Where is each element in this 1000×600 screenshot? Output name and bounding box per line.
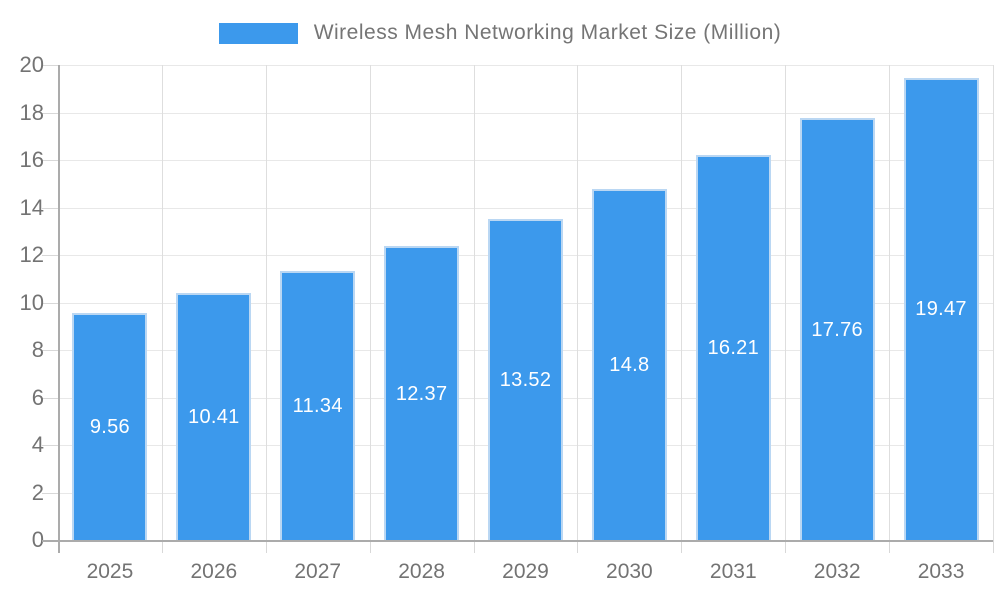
- x-tick-label: 2026: [190, 560, 238, 583]
- y-tick-label: 2: [31, 479, 44, 505]
- x-tick: [473, 540, 475, 553]
- bar-value-label: 17.76: [811, 318, 863, 341]
- bar[interactable]: 12.37: [384, 246, 460, 540]
- y-tick: [42, 160, 58, 161]
- x-tick: [265, 540, 267, 553]
- legend-label: Wireless Mesh Networking Market Size (Mi…: [313, 21, 782, 44]
- bar[interactable]: 16.21: [695, 155, 771, 540]
- bar-value-label: 11.34: [292, 394, 343, 417]
- bar[interactable]: 11.34: [280, 270, 356, 540]
- x-tick: [785, 540, 787, 553]
- y-tick-label: 16: [19, 147, 44, 172]
- x-tick: [161, 540, 163, 553]
- bar[interactable]: 9.56: [72, 312, 148, 540]
- y-tick: [42, 397, 58, 399]
- y-tick-label: 12: [19, 242, 44, 267]
- bar[interactable]: 14.8: [591, 188, 667, 540]
- x-tick-label: 2025: [86, 560, 134, 583]
- bar[interactable]: 13.52: [488, 218, 563, 540]
- x-tick: [681, 540, 683, 553]
- y-tick-label: 8: [31, 337, 44, 362]
- x-grid-line: [161, 65, 163, 540]
- y-tick: [42, 207, 58, 209]
- y-tick-label: 4: [31, 432, 44, 457]
- y-tick: [42, 302, 58, 304]
- bar[interactable]: 19.47: [903, 77, 979, 540]
- x-tick: [369, 540, 371, 553]
- legend-swatch: [218, 22, 298, 44]
- y-tick: [42, 350, 58, 351]
- y-tick-label: 20: [19, 52, 44, 77]
- x-grid-line: [577, 65, 579, 540]
- y-grid-line: [58, 65, 993, 66]
- bar-value-label: 13.52: [499, 368, 552, 391]
- x-grid-line: [681, 65, 683, 540]
- x-tick-label: 2030: [606, 560, 653, 583]
- x-grid-line: [785, 65, 787, 540]
- y-tick-label: 10: [19, 289, 44, 315]
- bar-value-label: 19.47: [915, 298, 967, 321]
- y-grid-line: [58, 112, 993, 114]
- x-grid-line: [265, 65, 267, 540]
- y-tick-label: 18: [19, 99, 44, 125]
- y-tick: [42, 65, 58, 66]
- x-tick-label: 2028: [398, 560, 445, 583]
- y-tick-label: 14: [19, 194, 44, 220]
- x-tick-label: 2031: [709, 560, 757, 583]
- x-grid-line: [889, 65, 891, 540]
- bar[interactable]: 10.41: [176, 292, 252, 540]
- y-tick-label: 6: [31, 384, 44, 410]
- y-tick: [42, 445, 58, 446]
- y-grid-line: [58, 207, 993, 209]
- x-axis-line: [42, 540, 993, 542]
- y-tick: [42, 112, 58, 114]
- y-axis-line: [58, 65, 60, 553]
- x-grid-line: [993, 65, 994, 540]
- x-tick-label: 2032: [813, 560, 861, 583]
- x-tick-label: 2029: [502, 560, 549, 583]
- x-tick: [577, 540, 579, 553]
- bar-value-label: 10.41: [188, 405, 240, 428]
- bar-value-label: 12.37: [395, 382, 448, 405]
- x-grid-line: [369, 65, 371, 540]
- x-tick: [993, 540, 994, 553]
- bar-value-label: 16.21: [707, 336, 760, 359]
- bar[interactable]: 17.76: [799, 118, 875, 540]
- legend[interactable]: Wireless Mesh Networking Market Size (Mi…: [0, 19, 1000, 47]
- y-tick-label: 0: [31, 527, 44, 552]
- x-tick-label: 2027: [294, 560, 342, 583]
- x-grid-line: [473, 65, 475, 540]
- y-grid-line: [58, 160, 993, 161]
- y-tick: [42, 492, 58, 494]
- bar-value-label: 14.8: [609, 353, 650, 376]
- x-tick: [889, 540, 891, 553]
- bar-value-label: 9.56: [89, 415, 130, 438]
- x-tick-label: 2033: [917, 560, 965, 583]
- y-tick: [42, 255, 58, 256]
